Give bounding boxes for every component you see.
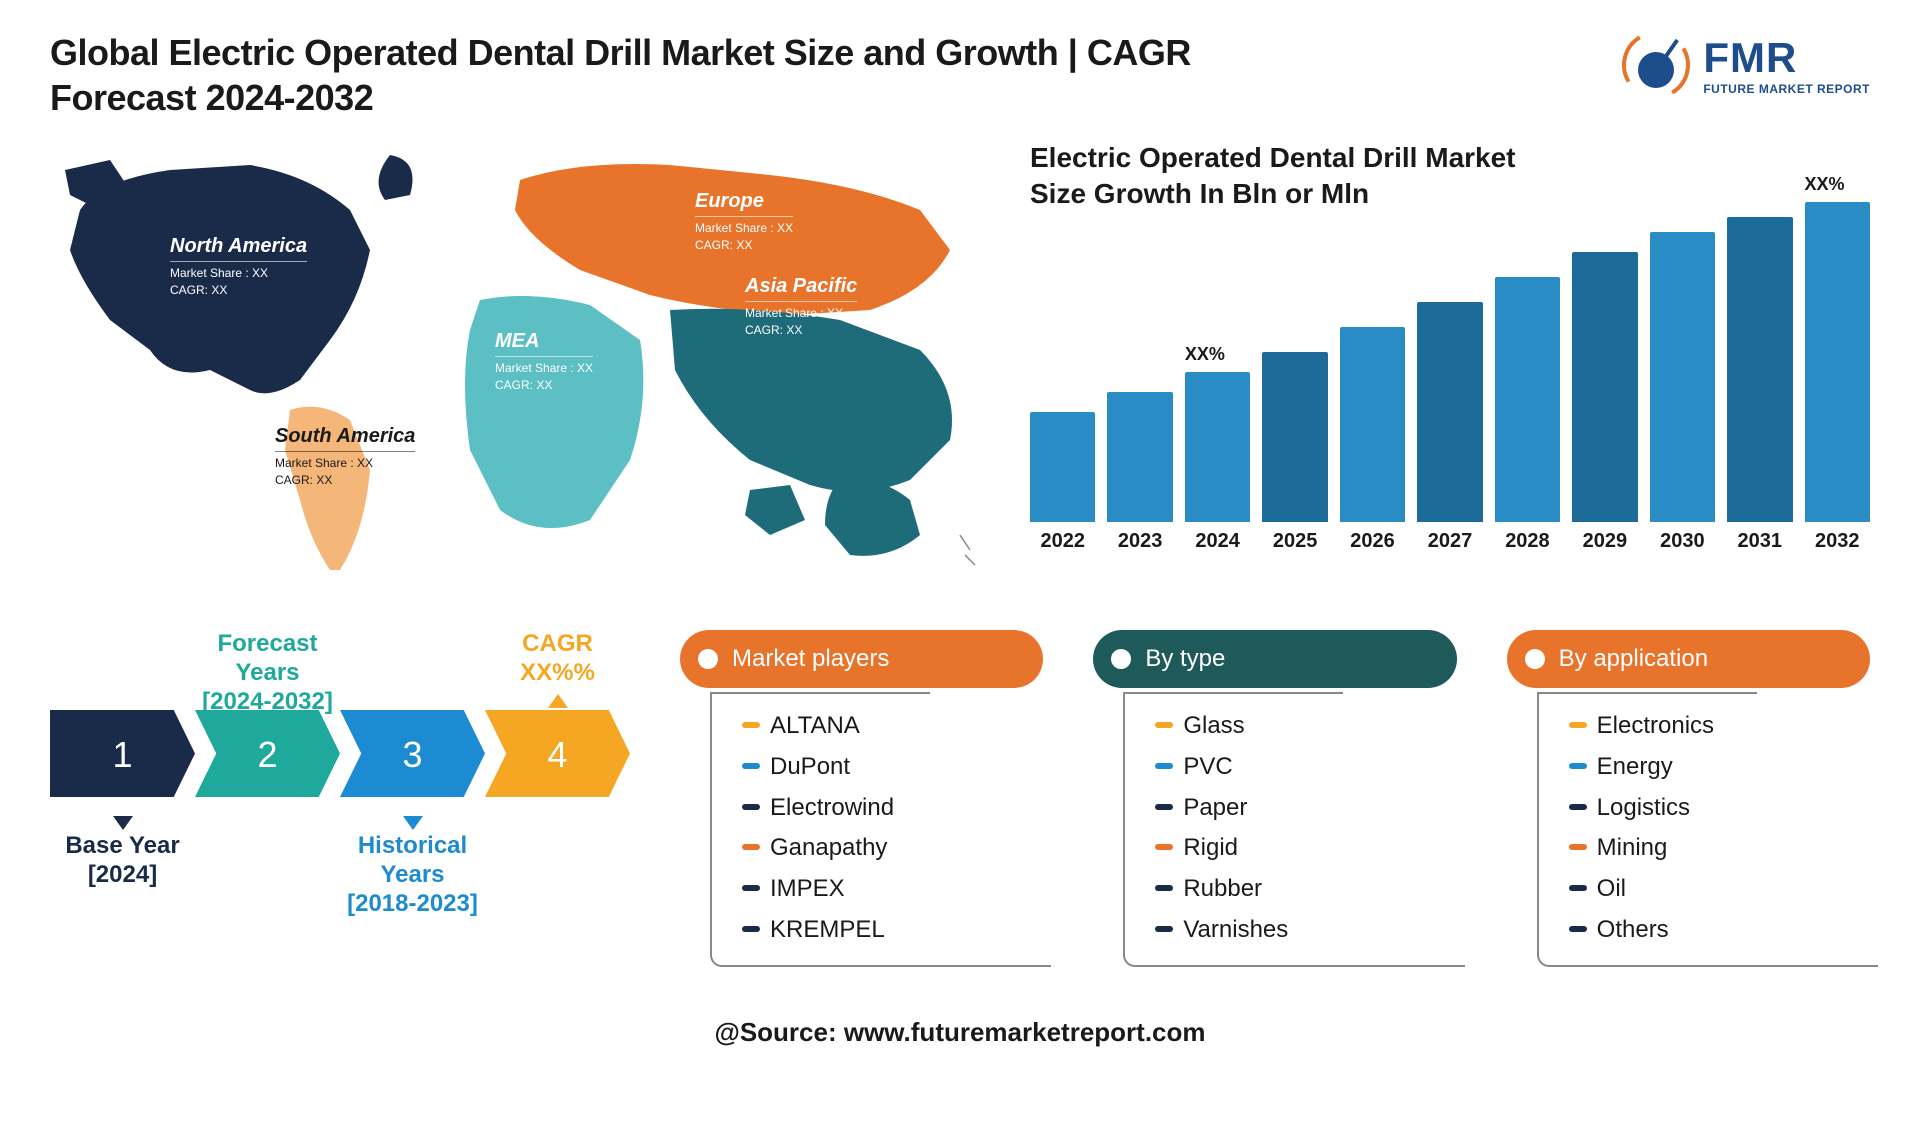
logo-sub-text: FUTURE MARKET REPORT bbox=[1703, 82, 1870, 96]
region-label-mea: MEAMarket Share : XXCAGR: XX bbox=[495, 330, 593, 394]
category-by-type: By type GlassPVCPaperRigidRubberVarnishes bbox=[1093, 630, 1456, 967]
region-label-apac: Asia PacificMarket Share : XXCAGR: XX bbox=[745, 275, 857, 339]
category-item: Electrowind bbox=[742, 788, 1043, 829]
category-item: KREMPEL bbox=[742, 910, 1043, 951]
world-map: North AmericaMarket Share : XXCAGR: XX So… bbox=[50, 140, 990, 570]
category-item: Mining bbox=[1569, 828, 1870, 869]
category-item: PVC bbox=[1155, 747, 1456, 788]
bar-2024: XX%2024 bbox=[1185, 372, 1250, 553]
bar-2022: 2022 bbox=[1030, 412, 1095, 553]
region-label-na: North AmericaMarket Share : XXCAGR: XX bbox=[170, 235, 307, 299]
chart-title: Electric Operated Dental Drill Market Si… bbox=[1030, 140, 1550, 213]
category-item: Paper bbox=[1155, 788, 1456, 829]
bar-2032: XX%2032 bbox=[1805, 202, 1870, 553]
category-item: DuPont bbox=[742, 747, 1043, 788]
growth-bar-chart: Electric Operated Dental Drill Market Si… bbox=[1030, 140, 1870, 570]
bar-2029: 2029 bbox=[1572, 252, 1637, 553]
category-pill: By application bbox=[1507, 630, 1870, 688]
timeline: Forecast Years[2024-2032]CAGRXX%% 1234 B… bbox=[50, 630, 630, 918]
category-item: ALTANA bbox=[742, 706, 1043, 747]
timeline-step-4: 4 bbox=[485, 710, 630, 800]
category-market-players: Market players ALTANADuPontElectrowindGan… bbox=[680, 630, 1043, 967]
bar-2026: 2026 bbox=[1340, 327, 1405, 553]
bar-2028: 2028 bbox=[1495, 277, 1560, 553]
timeline-label-historical-years: Historical Years[2018-2023] bbox=[340, 810, 485, 918]
logo-main-text: FMR bbox=[1703, 34, 1870, 82]
timeline-step-2: 2 bbox=[195, 710, 340, 800]
region-label-sa: South AmericaMarket Share : XXCAGR: XX bbox=[275, 425, 415, 489]
category-item: Rigid bbox=[1155, 828, 1456, 869]
category-item: Ganapathy bbox=[742, 828, 1043, 869]
timeline-label-base-year: Base Year[2024] bbox=[50, 810, 195, 918]
logo-icon bbox=[1621, 30, 1691, 100]
timeline-step-1: 1 bbox=[50, 710, 195, 800]
logo: FMR FUTURE MARKET REPORT bbox=[1621, 30, 1870, 100]
timeline-step-3: 3 bbox=[340, 710, 485, 800]
region-label-europe: EuropeMarket Share : XXCAGR: XX bbox=[695, 190, 793, 254]
category-item: Others bbox=[1569, 910, 1870, 951]
category-item: Electronics bbox=[1569, 706, 1870, 747]
category-pill: By type bbox=[1093, 630, 1456, 688]
category-item: Varnishes bbox=[1155, 910, 1456, 951]
category-pill: Market players bbox=[680, 630, 1043, 688]
page-title: Global Electric Operated Dental Drill Ma… bbox=[50, 30, 1330, 120]
bar-2030: 2030 bbox=[1650, 232, 1715, 553]
category-item: Oil bbox=[1569, 869, 1870, 910]
category-by-application: By application ElectronicsEnergyLogistics… bbox=[1507, 630, 1870, 967]
bar-2023: 2023 bbox=[1107, 392, 1172, 553]
category-item: Logistics bbox=[1569, 788, 1870, 829]
bar-2025: 2025 bbox=[1262, 352, 1327, 553]
source-attribution: @Source: www.futuremarketreport.com bbox=[50, 1017, 1870, 1048]
category-item: Energy bbox=[1569, 747, 1870, 788]
category-item: Rubber bbox=[1155, 869, 1456, 910]
category-item: Glass bbox=[1155, 706, 1456, 747]
category-item: IMPEX bbox=[742, 869, 1043, 910]
bar-2031: 2031 bbox=[1727, 217, 1792, 553]
bar-2027: 2027 bbox=[1417, 302, 1482, 553]
